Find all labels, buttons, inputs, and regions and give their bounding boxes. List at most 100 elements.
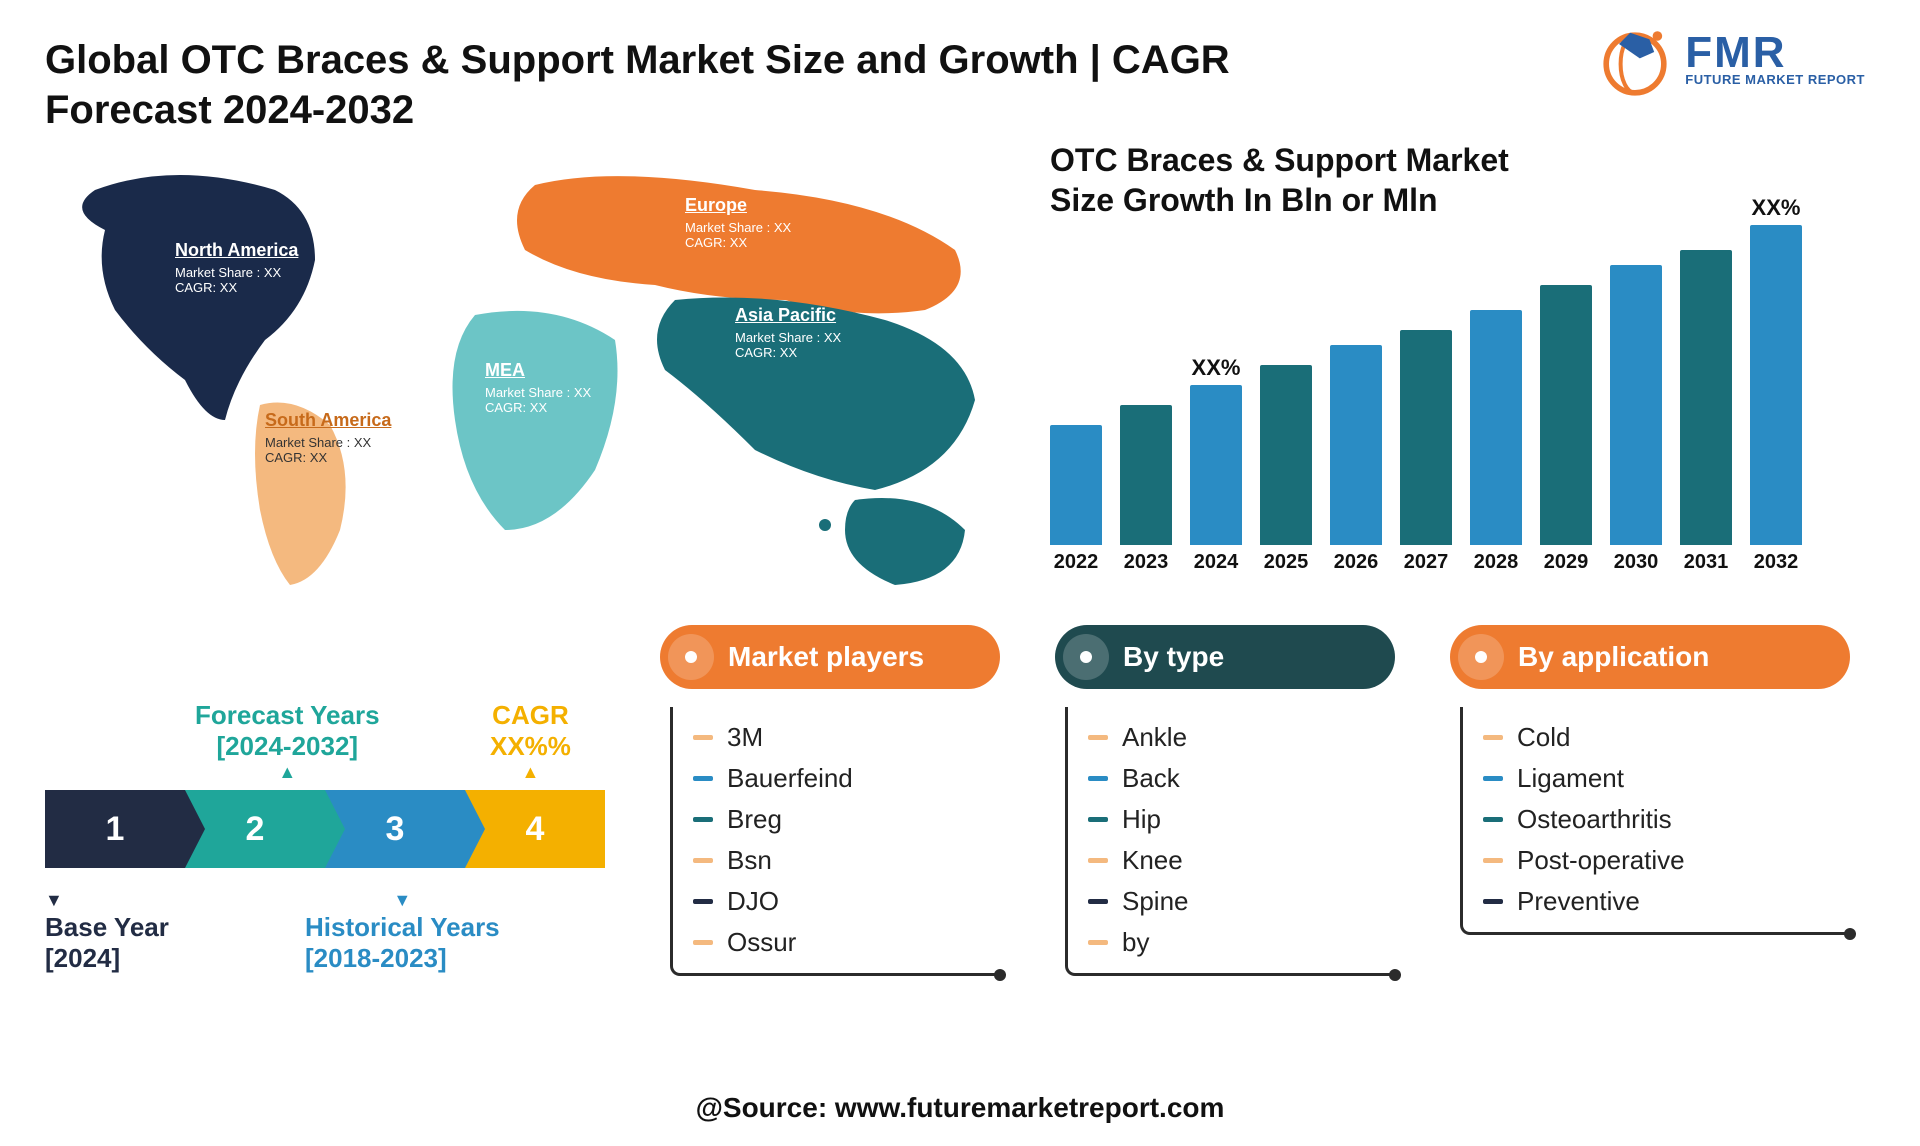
dash-icon: [693, 817, 713, 822]
pill-dot-icon: [668, 634, 714, 680]
bar-2031: 2031: [1680, 250, 1732, 545]
list-item: Ossur: [693, 922, 1000, 963]
dash-icon: [1483, 858, 1503, 863]
bar-rect: [1190, 385, 1242, 545]
list-item-label: Knee: [1122, 845, 1183, 876]
timeline-step-3: 3: [325, 790, 465, 868]
hist-annot: ▼ Historical Years [2018-2023]: [305, 890, 500, 974]
bar-container: 202220232024XX%2025202620272028202920302…: [1050, 205, 1802, 545]
list-item: Post-operative: [1483, 840, 1850, 881]
dash-icon: [693, 776, 713, 781]
list-item: Cold: [1483, 717, 1850, 758]
bar-rect: [1330, 345, 1382, 545]
region-mea-label: MEA Market Share : XX CAGR: XX: [485, 360, 591, 415]
list-item: 3M: [693, 717, 1000, 758]
bar-rect: [1750, 225, 1802, 545]
list-item-label: Cold: [1517, 722, 1570, 753]
bar-year-label: 2030: [1614, 545, 1659, 574]
timeline-step-4: 4: [465, 790, 605, 868]
pill-header-players: Market players: [660, 625, 1000, 689]
bar-year-label: 2032: [1754, 545, 1799, 574]
bar-2028: 2028: [1470, 310, 1522, 545]
dash-icon: [1088, 940, 1108, 945]
page-title: Global OTC Braces & Support Market Size …: [45, 35, 1245, 135]
bar-2025: 2025: [1260, 365, 1312, 545]
list-item: Knee: [1088, 840, 1395, 881]
region-sa-label: South America Market Share : XX CAGR: XX: [265, 410, 391, 465]
list-item: Hip: [1088, 799, 1395, 840]
dash-icon: [1088, 899, 1108, 904]
logo-globe-icon: [1595, 20, 1675, 100]
bar-rect: [1120, 405, 1172, 545]
bar-rect: [1050, 425, 1102, 545]
list-item-label: Ankle: [1122, 722, 1187, 753]
list-item: Preventive: [1483, 881, 1850, 922]
bar-2032: 2032XX%: [1750, 225, 1802, 545]
list-item: Spine: [1088, 881, 1395, 922]
list-item-label: Spine: [1122, 886, 1189, 917]
logo-subtext: FUTURE MARKET REPORT: [1685, 72, 1865, 87]
bar-2026: 2026: [1330, 345, 1382, 545]
pill-market-players: Market players 3MBauerfeindBregBsnDJOOss…: [660, 625, 1000, 976]
logo-text: FMR: [1685, 33, 1865, 73]
bar-top-label: XX%: [1192, 355, 1241, 381]
dash-icon: [1483, 817, 1503, 822]
dash-icon: [1088, 817, 1108, 822]
dash-icon: [1088, 735, 1108, 740]
world-map: North America Market Share : XX CAGR: XX…: [55, 170, 1015, 590]
list-item: Ligament: [1483, 758, 1850, 799]
dash-icon: [1483, 735, 1503, 740]
bar-year-label: 2024: [1194, 545, 1239, 574]
bar-year-label: 2026: [1334, 545, 1379, 574]
list-item-label: Osteoarthritis: [1517, 804, 1672, 835]
list-item: Bauerfeind: [693, 758, 1000, 799]
fmr-logo: FMR FUTURE MARKET REPORT: [1595, 20, 1865, 100]
bar-year-label: 2022: [1054, 545, 1099, 574]
timeline-step-2: 2: [185, 790, 325, 868]
dash-icon: [1483, 776, 1503, 781]
bar-2023: 2023: [1120, 405, 1172, 545]
pill-header-application: By application: [1450, 625, 1850, 689]
forecast-annot: Forecast Years [2024-2032] ▲: [195, 700, 380, 784]
timeline: Forecast Years [2024-2032] ▲ CAGR XX%% ▲…: [45, 720, 605, 868]
region-ap-label: Asia Pacific Market Share : XX CAGR: XX: [735, 305, 841, 360]
bar-2027: 2027: [1400, 330, 1452, 545]
list-item: by: [1088, 922, 1395, 963]
pill-by-application: By application Cold Ligament Osteoarthriti…: [1450, 625, 1850, 935]
bar-year-label: 2023: [1124, 545, 1169, 574]
list-item-label: Preventive: [1517, 886, 1640, 917]
pill-dot-icon: [1458, 634, 1504, 680]
dash-icon: [693, 858, 713, 863]
dash-icon: [693, 735, 713, 740]
pill-body-application: Cold Ligament Osteoarthritis Post-operative…: [1460, 707, 1850, 935]
list-item-label: Post-operative: [1517, 845, 1685, 876]
list-item: Back: [1088, 758, 1395, 799]
timeline-steps: 1234: [45, 790, 605, 868]
growth-bar-chart: OTC Braces & Support Market Size Growth …: [1050, 140, 1850, 580]
bar-2022: 2022: [1050, 425, 1102, 545]
dash-icon: [693, 940, 713, 945]
list-item-label: Back: [1122, 763, 1180, 794]
bar-year-label: 2031: [1684, 545, 1729, 574]
list-item-label: Bsn: [727, 845, 772, 876]
list-item: Ankle: [1088, 717, 1395, 758]
list-item-label: Bauerfeind: [727, 763, 853, 794]
list-item: Breg: [693, 799, 1000, 840]
bar-year-label: 2029: [1544, 545, 1589, 574]
list-item-label: Ligament: [1517, 763, 1624, 794]
bar-rect: [1680, 250, 1732, 545]
pill-by-type: By type Ankle Back Hip Knee Spine by: [1055, 625, 1395, 976]
bar-rect: [1260, 365, 1312, 545]
pill-body-players: 3MBauerfeindBregBsnDJOOssur: [670, 707, 1000, 976]
pill-header-type: By type: [1055, 625, 1395, 689]
region-na-label: North America Market Share : XX CAGR: XX: [175, 240, 298, 295]
list-item-label: by: [1122, 927, 1149, 958]
list-item: Bsn: [693, 840, 1000, 881]
bar-2029: 2029: [1540, 285, 1592, 545]
region-eu-label: Europe Market Share : XX CAGR: XX: [685, 195, 791, 250]
bar-year-label: 2028: [1474, 545, 1519, 574]
bar-2030: 2030: [1610, 265, 1662, 545]
source-attribution: @Source: www.futuremarketreport.com: [696, 1092, 1225, 1124]
pill-dot-icon: [1063, 634, 1109, 680]
timeline-step-1: 1: [45, 790, 185, 868]
